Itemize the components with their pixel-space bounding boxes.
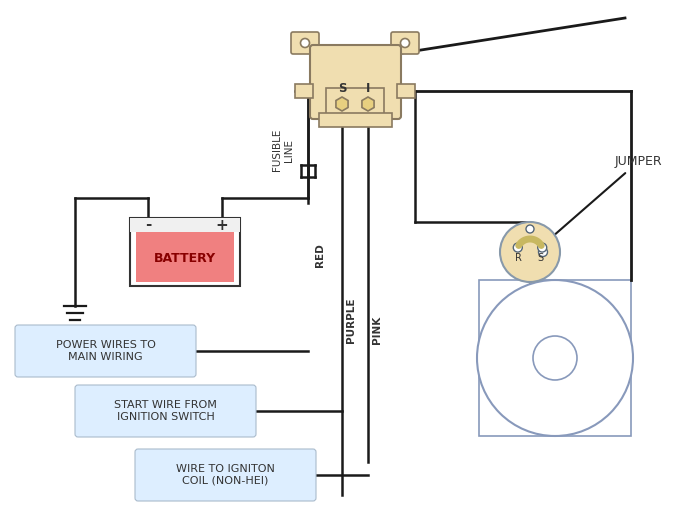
Text: S: S xyxy=(337,82,346,96)
Text: POWER WIRES TO
MAIN WIRING: POWER WIRES TO MAIN WIRING xyxy=(55,340,155,362)
Bar xyxy=(326,88,384,116)
Circle shape xyxy=(526,225,534,233)
Text: S: S xyxy=(537,253,543,263)
Text: PINK: PINK xyxy=(372,316,382,344)
Text: PURPLE: PURPLE xyxy=(346,297,356,343)
Bar xyxy=(295,84,313,98)
Circle shape xyxy=(477,280,633,436)
Text: RED: RED xyxy=(315,243,325,267)
Circle shape xyxy=(513,243,522,252)
Text: FUSIBLE
LINE: FUSIBLE LINE xyxy=(272,129,294,171)
Circle shape xyxy=(400,39,410,48)
Text: +: + xyxy=(216,218,228,232)
Text: JUMPER: JUMPER xyxy=(548,156,662,241)
FancyBboxPatch shape xyxy=(291,32,319,54)
Text: R: R xyxy=(514,253,522,263)
Circle shape xyxy=(538,243,547,252)
FancyBboxPatch shape xyxy=(75,385,256,437)
Bar xyxy=(397,84,415,98)
FancyBboxPatch shape xyxy=(310,45,401,119)
FancyBboxPatch shape xyxy=(391,32,419,54)
Circle shape xyxy=(300,39,309,48)
Circle shape xyxy=(533,336,577,380)
Text: -: - xyxy=(145,218,151,232)
FancyBboxPatch shape xyxy=(135,449,316,501)
Text: I: I xyxy=(366,82,370,96)
Bar xyxy=(130,218,240,232)
Text: START WIRE FROM
IGNITION SWITCH: START WIRE FROM IGNITION SWITCH xyxy=(114,400,217,422)
Bar xyxy=(130,218,240,286)
Bar xyxy=(136,232,234,282)
Bar xyxy=(319,113,392,127)
Bar xyxy=(479,280,631,436)
FancyBboxPatch shape xyxy=(15,325,196,377)
Circle shape xyxy=(500,222,560,282)
Text: WIRE TO IGNITON
COIL (NON-HEI): WIRE TO IGNITON COIL (NON-HEI) xyxy=(176,464,275,486)
Text: BATTERY: BATTERY xyxy=(154,252,216,265)
Circle shape xyxy=(538,247,547,256)
